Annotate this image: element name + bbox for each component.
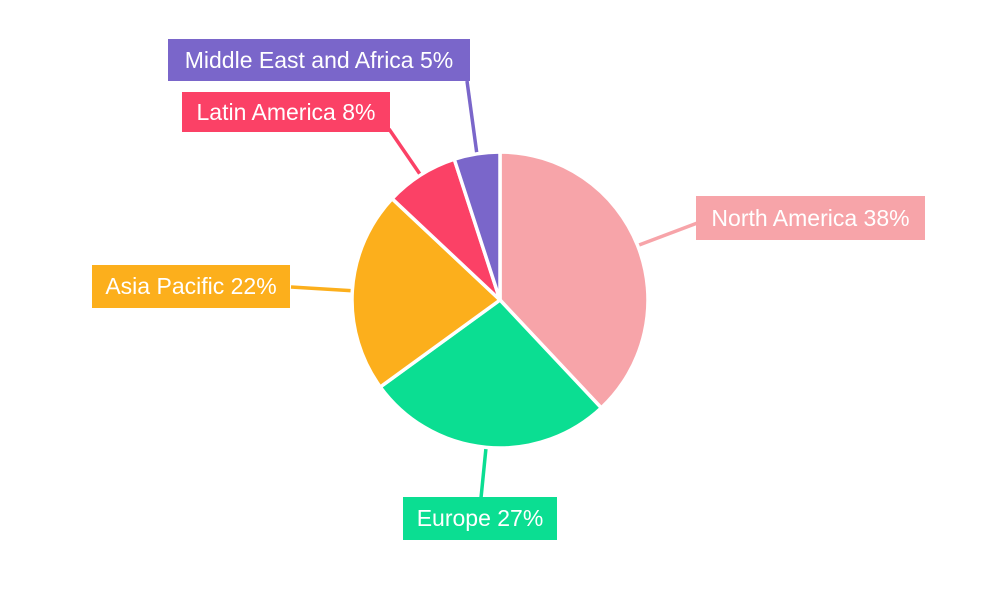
leader-line-europe	[479, 445, 489, 499]
leader-line-north-america	[635, 220, 701, 248]
callout-latin-america: Latin America 8%	[182, 92, 390, 132]
callout-asia-pacific: Asia Pacific 22%	[92, 265, 290, 308]
callout-north-america: North America 38%	[696, 196, 925, 240]
callout-europe: Europe 27%	[403, 497, 557, 540]
leader-line-middle-east-and-africa	[465, 80, 479, 157]
leader-line-asia-pacific	[290, 285, 355, 293]
leader-line-latin-america	[387, 128, 424, 178]
slice-north-america	[498, 150, 650, 410]
slice-middle-east-and-africa	[452, 150, 502, 302]
slice-asia-pacific	[350, 196, 502, 389]
callout-middle-east-and-africa: Middle East and Africa 5%	[168, 39, 470, 81]
slice-europe	[378, 298, 604, 450]
